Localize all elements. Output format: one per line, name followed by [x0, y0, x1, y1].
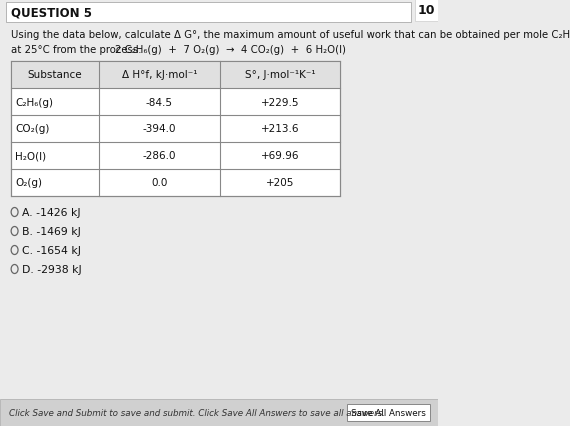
- Text: 0.0: 0.0: [151, 178, 168, 188]
- Bar: [415, 0, 438, 22]
- Text: Substance: Substance: [27, 70, 82, 81]
- Text: H₂O(l): H₂O(l): [15, 151, 47, 161]
- Text: O₂(g): O₂(g): [15, 178, 42, 188]
- Bar: [347, 404, 430, 421]
- Text: 2 C₂H₆(g)  +  7 O₂(g)  →  4 CO₂(g)  +  6 H₂O(l): 2 C₂H₆(g) + 7 O₂(g) → 4 CO₂(g) + 6 H₂O(l…: [115, 45, 346, 55]
- Text: -84.5: -84.5: [146, 97, 173, 107]
- Text: B. -1469 kJ: B. -1469 kJ: [22, 227, 80, 236]
- Text: Save All Answers: Save All Answers: [351, 408, 426, 417]
- Text: Δ H°f, kJ·mol⁻¹: Δ H°f, kJ·mol⁻¹: [121, 70, 197, 81]
- Text: +229.5: +229.5: [260, 97, 299, 107]
- Text: Using the data below, calculate Δ G°, the maximum amount of useful work that can: Using the data below, calculate Δ G°, th…: [11, 30, 570, 40]
- Text: -286.0: -286.0: [142, 151, 176, 161]
- Text: +213.6: +213.6: [260, 124, 299, 134]
- Text: Click Save and Submit to save and submit. Click Save All Answers to save all ans: Click Save and Submit to save and submit…: [9, 408, 385, 417]
- Text: +69.96: +69.96: [260, 151, 299, 161]
- Text: C. -1654 kJ: C. -1654 kJ: [22, 245, 80, 256]
- Bar: [11, 62, 340, 89]
- Text: A. -1426 kJ: A. -1426 kJ: [22, 207, 80, 218]
- Bar: [6, 3, 411, 23]
- Text: QUESTION 5: QUESTION 5: [11, 6, 92, 20]
- Bar: [0, 399, 438, 426]
- Text: C₂H₆(g): C₂H₆(g): [15, 97, 54, 107]
- Text: 10: 10: [417, 5, 435, 17]
- Text: D. -2938 kJ: D. -2938 kJ: [22, 265, 82, 274]
- Text: at 25°C from the process:: at 25°C from the process:: [11, 45, 141, 55]
- Bar: [11, 62, 340, 196]
- Text: +205: +205: [266, 178, 294, 188]
- Text: CO₂(g): CO₂(g): [15, 124, 50, 134]
- Text: -394.0: -394.0: [142, 124, 176, 134]
- Text: S°, J·mol⁻¹K⁻¹: S°, J·mol⁻¹K⁻¹: [245, 70, 315, 81]
